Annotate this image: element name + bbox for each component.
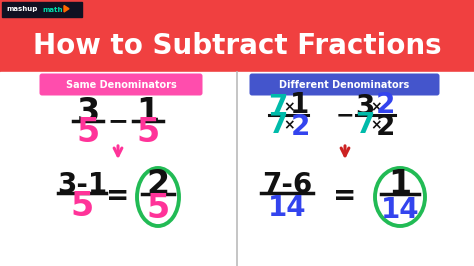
Text: =: = bbox=[333, 182, 357, 210]
Bar bbox=[0, 72, 474, 266]
Text: ×: × bbox=[370, 118, 382, 132]
Text: 14: 14 bbox=[381, 196, 419, 224]
Text: Different Denominators: Different Denominators bbox=[279, 80, 410, 89]
Text: 2: 2 bbox=[375, 113, 395, 141]
Text: ×: × bbox=[370, 100, 382, 114]
Text: −: − bbox=[336, 105, 354, 125]
Text: 7: 7 bbox=[268, 111, 288, 139]
FancyBboxPatch shape bbox=[249, 73, 439, 95]
Text: 5: 5 bbox=[76, 117, 100, 149]
Bar bbox=[2, 2, 82, 17]
Text: 7: 7 bbox=[356, 111, 374, 139]
Text: 3: 3 bbox=[76, 95, 100, 128]
Bar bbox=[0, 0, 474, 72]
Text: 1: 1 bbox=[137, 95, 160, 128]
Text: ×: × bbox=[283, 118, 295, 132]
Text: 5: 5 bbox=[70, 190, 94, 223]
Polygon shape bbox=[64, 6, 69, 12]
Text: 5: 5 bbox=[137, 117, 160, 149]
Text: 7-6: 7-6 bbox=[262, 171, 312, 199]
Text: mashup: mashup bbox=[6, 6, 37, 13]
Text: Same Denominators: Same Denominators bbox=[65, 80, 176, 89]
Text: 2: 2 bbox=[146, 168, 170, 202]
Text: 2: 2 bbox=[290, 113, 310, 141]
Text: =: = bbox=[106, 182, 130, 210]
Text: 14: 14 bbox=[268, 194, 306, 222]
Text: 1: 1 bbox=[291, 91, 310, 119]
Text: math: math bbox=[42, 6, 63, 13]
Text: How to Subtract Fractions: How to Subtract Fractions bbox=[33, 32, 441, 60]
Text: 5: 5 bbox=[146, 193, 170, 226]
Text: 3: 3 bbox=[356, 93, 374, 121]
FancyBboxPatch shape bbox=[39, 73, 202, 95]
Text: −: − bbox=[108, 109, 128, 133]
Text: ×: × bbox=[283, 100, 295, 114]
Text: 3-1: 3-1 bbox=[57, 171, 107, 199]
Text: 2: 2 bbox=[375, 91, 395, 119]
Text: 7: 7 bbox=[268, 93, 288, 121]
Text: 1: 1 bbox=[388, 168, 411, 201]
